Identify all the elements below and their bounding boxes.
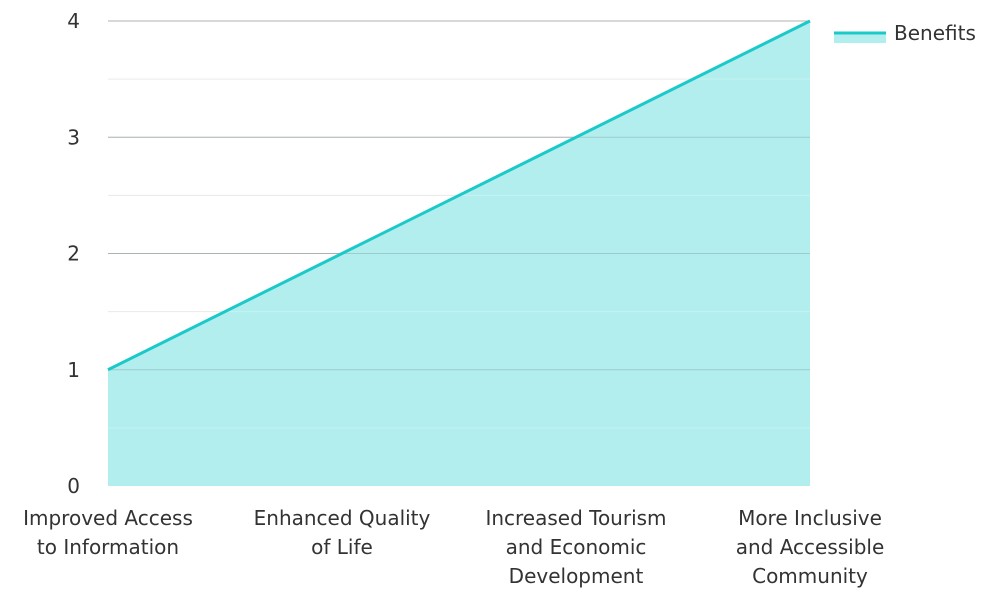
x-category-label: Enhanced Quality of Life — [254, 506, 431, 559]
axes: 0 1 2 3 4 Improved Access to Information Enhanc… — [23, 9, 884, 588]
x-category-label-line: More Inclusive — [738, 506, 882, 530]
y-tick-label: 3 — [67, 125, 80, 149]
x-category-label: Improved Access to Information — [23, 506, 193, 559]
x-category-label-line: Community — [752, 564, 868, 588]
legend-swatch-fill — [834, 33, 886, 43]
x-category-label-line: and Accessible — [736, 535, 885, 559]
y-tick-label: 4 — [67, 9, 80, 33]
x-category-label-line: Development — [509, 564, 644, 588]
x-category-label-line: Increased Tourism — [485, 506, 666, 530]
y-tick-label: 2 — [67, 242, 80, 266]
series-area-fill — [108, 21, 810, 486]
x-category-label-line: and Economic — [506, 535, 647, 559]
y-tick-label: 1 — [67, 358, 80, 382]
series-area-group — [107, 19, 811, 486]
y-tick-label: 0 — [67, 474, 80, 498]
x-category-label-line: of Life — [311, 535, 373, 559]
x-category-label-line: Improved Access — [23, 506, 193, 530]
legend-label: Benefits — [894, 21, 976, 45]
x-category-label-line: Enhanced Quality — [254, 506, 431, 530]
x-category-label: More Inclusive and Accessible Community — [736, 506, 885, 588]
legend: Benefits — [834, 21, 976, 45]
series-line-benefits — [107, 19, 811, 372]
x-category-label-line: to Information — [37, 535, 179, 559]
x-category-label: Increased Tourism and Economic Development — [485, 506, 666, 588]
